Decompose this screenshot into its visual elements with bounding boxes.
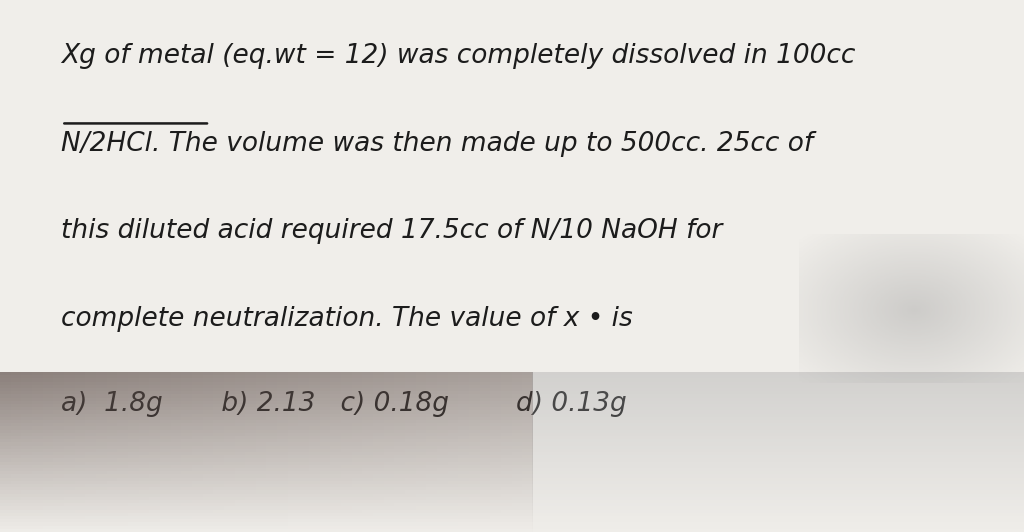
Text: a)  1.8g       b) 2.13   c) 0.18g        d) 0.13g: a) 1.8g b) 2.13 c) 0.18g d) 0.13g <box>61 392 627 417</box>
Text: Xg of metal (eq.wt = 12) was completely dissolved in 100cc: Xg of metal (eq.wt = 12) was completely … <box>61 43 856 69</box>
Text: this diluted acid required 17.5cc of N/10 NaOH for: this diluted acid required 17.5cc of N/1… <box>61 219 723 244</box>
Text: N/2HCl. The volume was then made up to 500cc. 25cc of: N/2HCl. The volume was then made up to 5… <box>61 131 813 156</box>
Text: complete neutralization. The value of x • is: complete neutralization. The value of x … <box>61 306 633 332</box>
